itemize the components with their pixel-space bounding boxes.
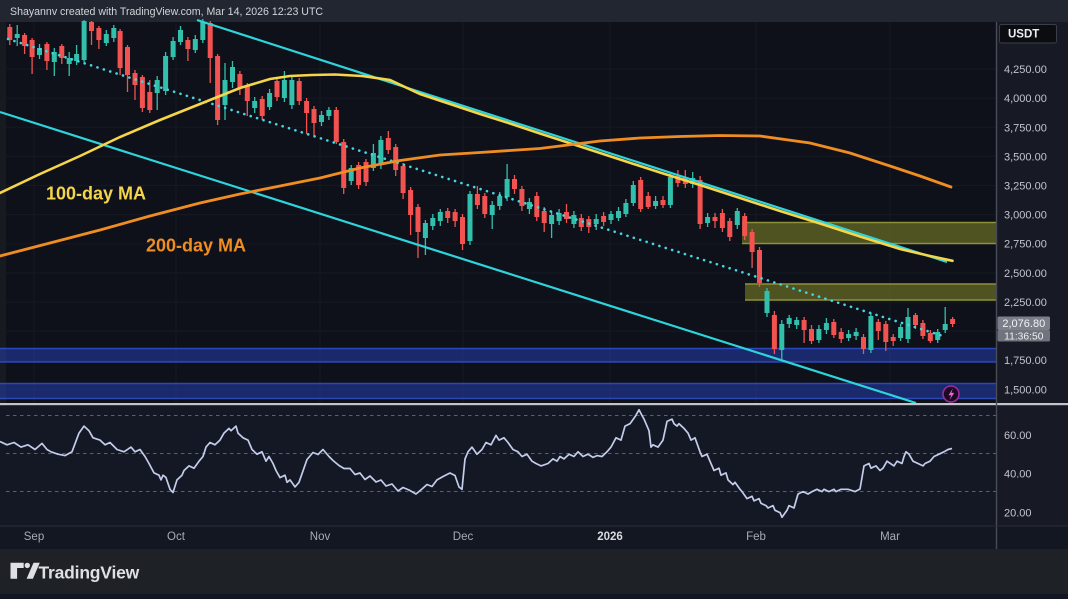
svg-text:60.00: 60.00 <box>1004 430 1032 442</box>
svg-text:Dec: Dec <box>453 531 474 543</box>
svg-text:2,750.00: 2,750.00 <box>1004 239 1047 251</box>
svg-text:2,076.80: 2,076.80 <box>1002 318 1045 330</box>
svg-text:11:36:50: 11:36:50 <box>1004 332 1044 343</box>
svg-text:Sep: Sep <box>24 531 44 543</box>
svg-text:Mar: Mar <box>880 531 900 543</box>
svg-text:2,500.00: 2,500.00 <box>1004 268 1047 280</box>
svg-text:3,750.00: 3,750.00 <box>1004 122 1047 134</box>
svg-text:Oct: Oct <box>167 531 186 543</box>
svg-text:40.00: 40.00 <box>1004 469 1032 481</box>
svg-text:2,250.00: 2,250.00 <box>1004 297 1047 309</box>
svg-text:1,750.00: 1,750.00 <box>1004 355 1047 367</box>
svg-text:20.00: 20.00 <box>1004 507 1032 519</box>
svg-text:Feb: Feb <box>746 531 766 543</box>
svg-text:TradingView: TradingView <box>39 563 140 583</box>
svg-text:USDT: USDT <box>1008 29 1039 41</box>
svg-text:3,250.00: 3,250.00 <box>1004 181 1047 193</box>
svg-text:3,000.00: 3,000.00 <box>1004 210 1047 222</box>
svg-text:4,250.00: 4,250.00 <box>1004 64 1047 76</box>
svg-text:3,500.00: 3,500.00 <box>1004 151 1047 163</box>
svg-text:Nov: Nov <box>310 531 331 543</box>
svg-text:1,500.00: 1,500.00 <box>1004 384 1047 396</box>
svg-text:2026: 2026 <box>597 531 623 543</box>
svg-text:200-day MA: 200-day MA <box>146 236 246 256</box>
svg-text:Shayannv created with TradingV: Shayannv created with TradingView.com, M… <box>10 6 323 18</box>
svg-text:100-day MA: 100-day MA <box>46 184 146 204</box>
svg-text:4,000.00: 4,000.00 <box>1004 93 1047 105</box>
